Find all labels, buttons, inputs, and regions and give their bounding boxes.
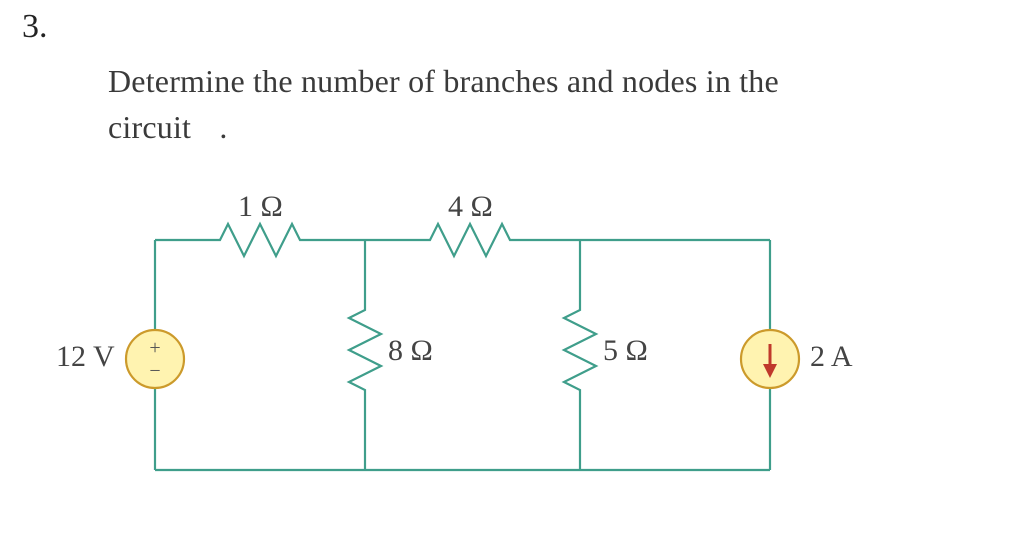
label-isource: 2 A — [810, 340, 853, 374]
resistor-r5 — [564, 300, 596, 400]
resistor-r4 — [420, 224, 520, 256]
vsource-plus: + — [149, 337, 160, 359]
label-r4: 4 Ω — [448, 190, 493, 224]
wires — [155, 240, 770, 470]
label-r8: 8 Ω — [388, 334, 433, 368]
resistor-r1 — [210, 224, 310, 256]
current-source — [741, 330, 799, 388]
resistor-r8 — [349, 300, 381, 400]
label-r5: 5 Ω — [603, 334, 648, 368]
circuit-diagram: + − — [0, 0, 1024, 544]
vsource-minus: − — [149, 360, 160, 382]
label-r1: 1 Ω — [238, 190, 283, 224]
label-vsource: 12 V — [56, 340, 115, 374]
voltage-source: + − — [126, 330, 184, 388]
